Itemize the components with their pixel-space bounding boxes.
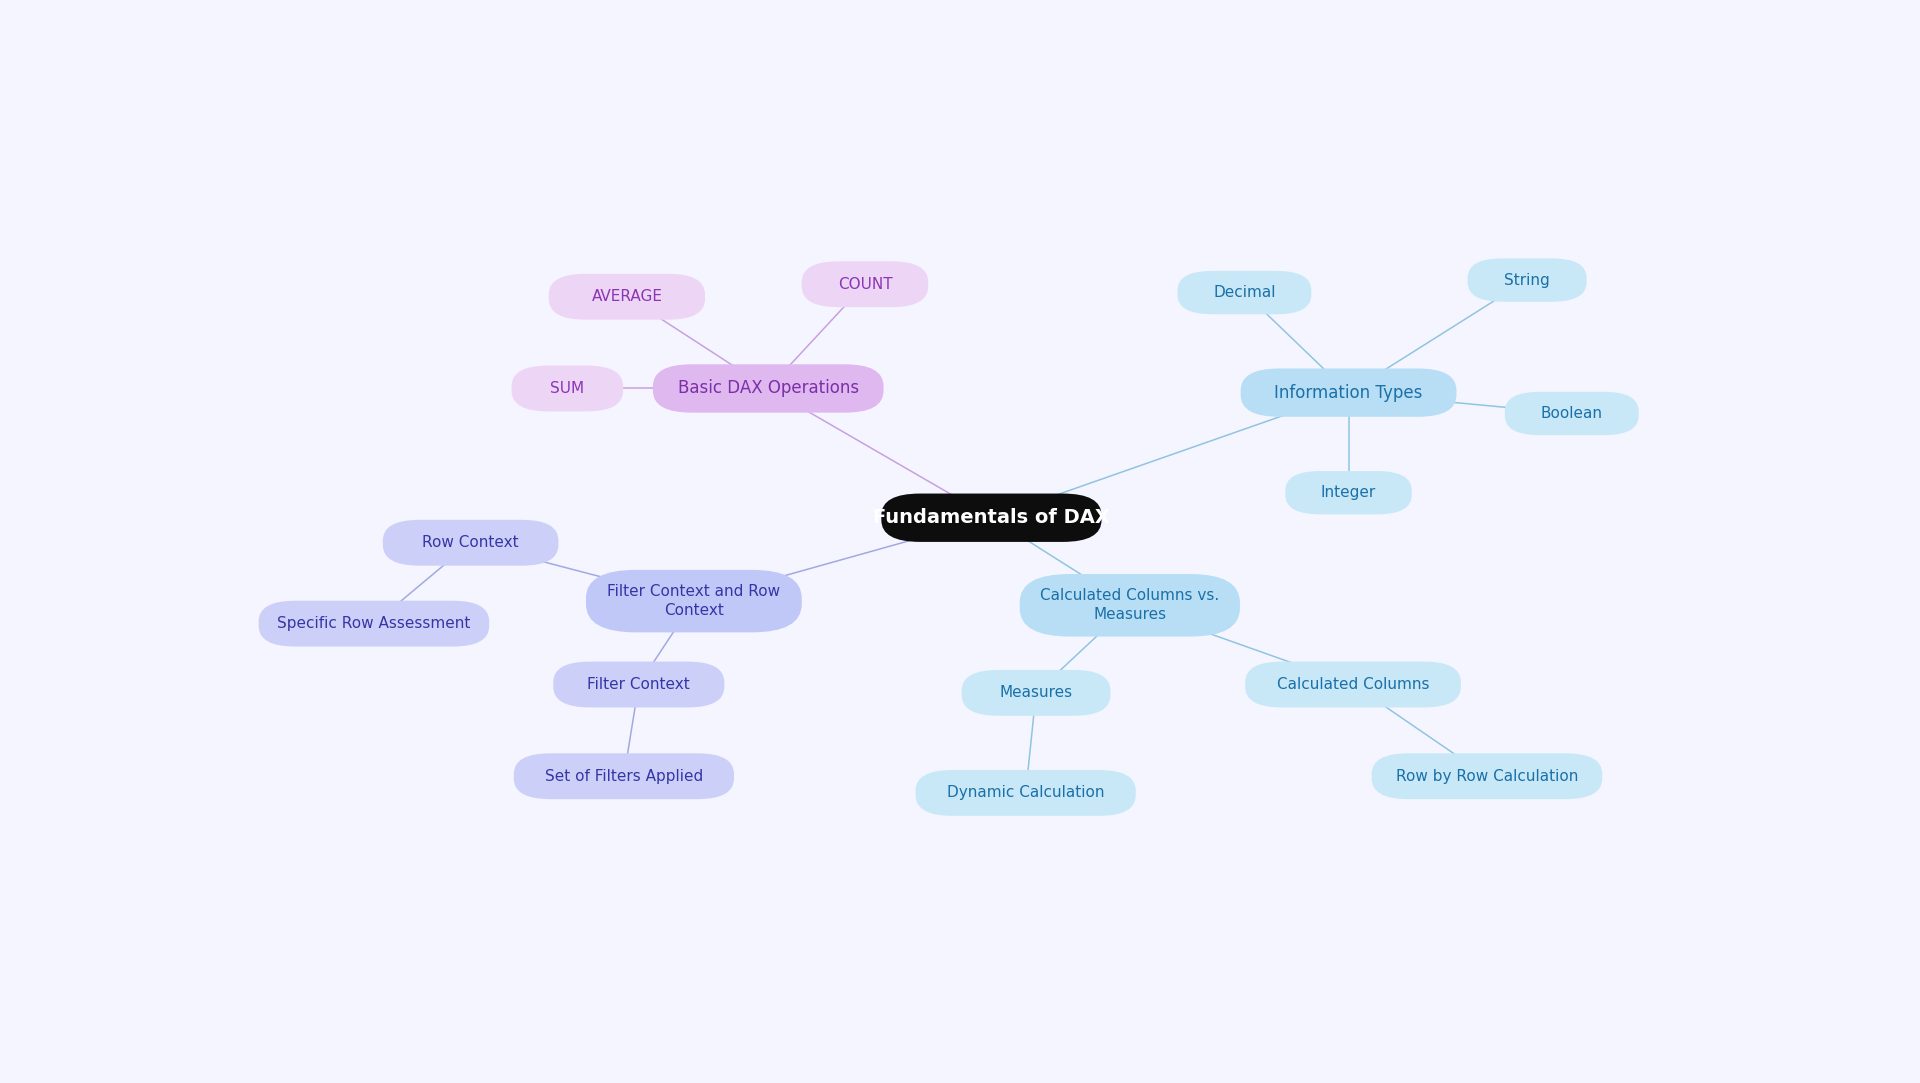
Text: Integer: Integer xyxy=(1321,485,1377,500)
FancyBboxPatch shape xyxy=(881,494,1102,542)
FancyBboxPatch shape xyxy=(1284,471,1411,514)
FancyBboxPatch shape xyxy=(515,754,733,799)
Text: Calculated Columns vs.
Measures: Calculated Columns vs. Measures xyxy=(1041,588,1219,622)
FancyBboxPatch shape xyxy=(1177,271,1311,314)
FancyBboxPatch shape xyxy=(1467,259,1586,302)
FancyBboxPatch shape xyxy=(259,601,490,647)
FancyBboxPatch shape xyxy=(916,770,1137,815)
Text: String: String xyxy=(1503,273,1549,288)
Text: Row by Row Calculation: Row by Row Calculation xyxy=(1396,769,1578,784)
FancyBboxPatch shape xyxy=(803,261,927,308)
Text: Decimal: Decimal xyxy=(1213,285,1275,300)
FancyBboxPatch shape xyxy=(511,366,624,412)
FancyBboxPatch shape xyxy=(1240,368,1457,417)
FancyBboxPatch shape xyxy=(1246,662,1461,707)
Text: Calculated Columns: Calculated Columns xyxy=(1277,677,1428,692)
Text: Basic DAX Operations: Basic DAX Operations xyxy=(678,379,858,397)
FancyBboxPatch shape xyxy=(553,662,724,707)
Text: SUM: SUM xyxy=(551,381,584,396)
FancyBboxPatch shape xyxy=(1505,392,1640,435)
Text: Boolean: Boolean xyxy=(1540,406,1603,421)
Text: Measures: Measures xyxy=(1000,686,1073,701)
Text: Row Context: Row Context xyxy=(422,535,518,550)
Text: Filter Context and Row
Context: Filter Context and Row Context xyxy=(607,585,780,618)
Text: Information Types: Information Types xyxy=(1275,383,1423,402)
FancyBboxPatch shape xyxy=(382,520,559,565)
FancyBboxPatch shape xyxy=(653,364,883,413)
FancyBboxPatch shape xyxy=(1371,754,1603,799)
Text: COUNT: COUNT xyxy=(837,277,893,291)
FancyBboxPatch shape xyxy=(962,670,1110,716)
Text: Fundamentals of DAX: Fundamentals of DAX xyxy=(874,508,1110,527)
FancyBboxPatch shape xyxy=(586,570,803,632)
FancyBboxPatch shape xyxy=(549,274,705,319)
Text: AVERAGE: AVERAGE xyxy=(591,289,662,304)
Text: Specific Row Assessment: Specific Row Assessment xyxy=(276,616,470,631)
FancyBboxPatch shape xyxy=(1020,574,1240,637)
Text: Set of Filters Applied: Set of Filters Applied xyxy=(545,769,703,784)
Text: Dynamic Calculation: Dynamic Calculation xyxy=(947,785,1104,800)
Text: Filter Context: Filter Context xyxy=(588,677,689,692)
